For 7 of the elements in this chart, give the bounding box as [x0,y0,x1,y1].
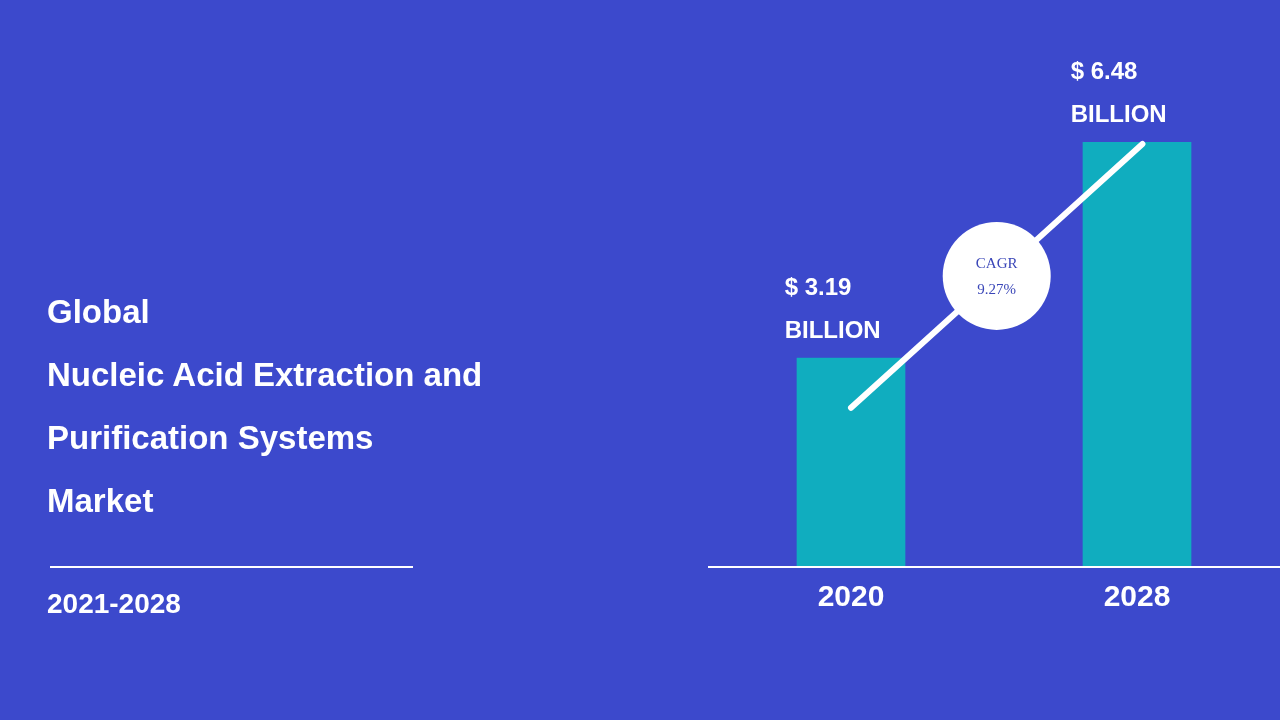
x-tick-label: 2020 [817,579,885,612]
text: Global Nucleic Acid Extraction and Purification Systems Market [47,293,483,519]
data-label: $ 3.19 BILLION [784,272,881,343]
annotation: CAGR 9.27% [975,254,1018,297]
x-tick-label: 2028 [1103,579,1171,612]
text: 2021-2028 [47,588,181,619]
data-label: $ 6.48 BILLION [1070,57,1167,127]
